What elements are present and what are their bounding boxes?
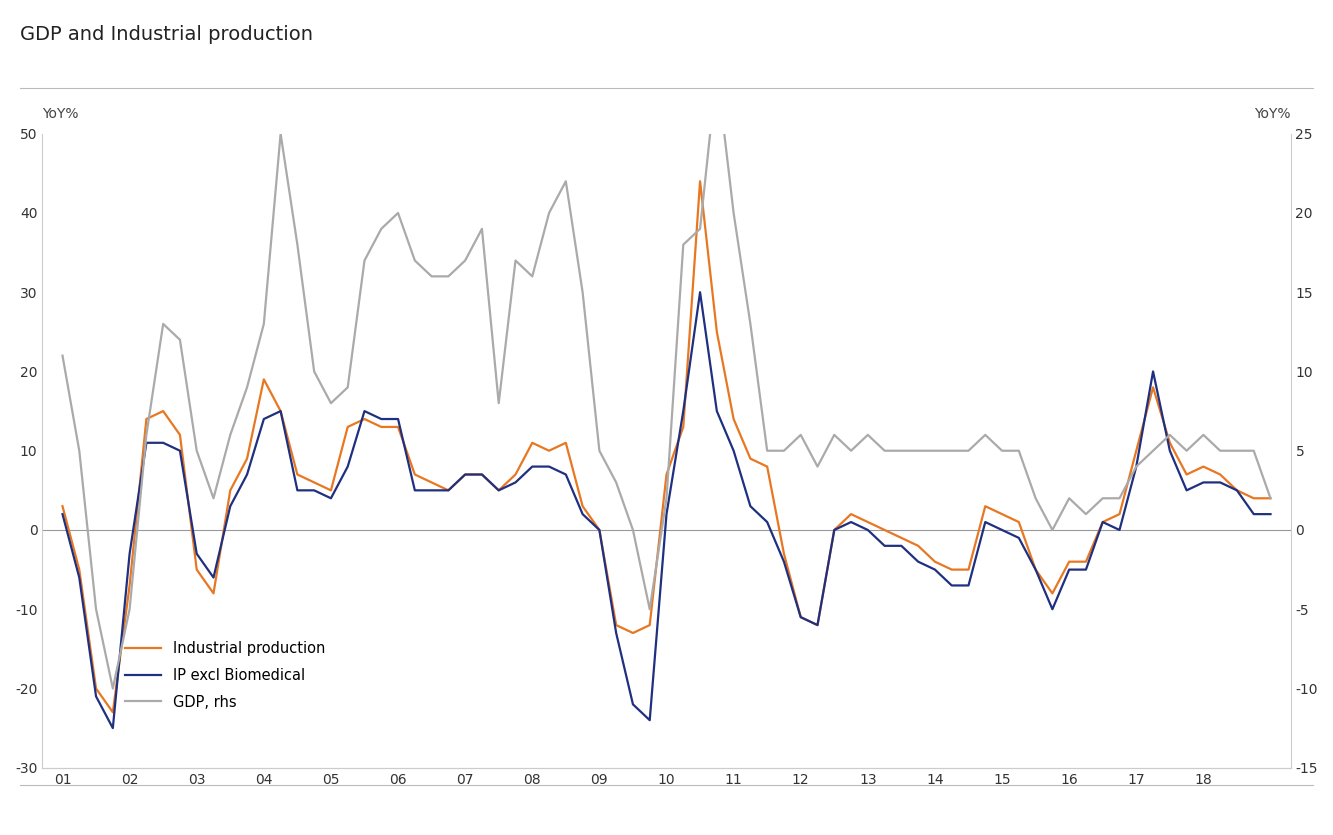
Industrial production xyxy=(1128,446,1144,456)
GDP, rhs xyxy=(340,382,356,392)
GDP, rhs xyxy=(475,224,491,234)
Legend: Industrial production, IP excl Biomedical, GDP, rhs: Industrial production, IP excl Biomedica… xyxy=(124,641,325,710)
IP excl Biomedical xyxy=(676,406,692,416)
Industrial production xyxy=(105,707,121,717)
Text: GDP and Industrial production: GDP and Industrial production xyxy=(20,25,313,44)
IP excl Biomedical xyxy=(1262,509,1278,519)
Industrial production xyxy=(475,469,491,479)
GDP, rhs xyxy=(1094,493,1110,504)
IP excl Biomedical xyxy=(1178,485,1194,495)
Industrial production xyxy=(1178,469,1194,479)
IP excl Biomedical xyxy=(1094,517,1110,527)
IP excl Biomedical xyxy=(340,462,356,472)
IP excl Biomedical xyxy=(55,509,71,519)
Industrial production xyxy=(1094,517,1110,527)
GDP, rhs xyxy=(709,65,725,75)
GDP, rhs xyxy=(676,240,692,250)
IP excl Biomedical xyxy=(692,287,708,297)
Line: Industrial production: Industrial production xyxy=(63,181,1270,712)
Industrial production xyxy=(55,501,71,511)
Line: IP excl Biomedical: IP excl Biomedical xyxy=(63,292,1270,728)
Industrial production xyxy=(692,176,708,186)
Text: YoY%: YoY% xyxy=(1254,107,1290,121)
Industrial production xyxy=(1262,493,1278,504)
GDP, rhs xyxy=(55,351,71,361)
Industrial production xyxy=(340,422,356,432)
IP excl Biomedical xyxy=(1128,462,1144,472)
GDP, rhs xyxy=(1128,462,1144,472)
Text: YoY%: YoY% xyxy=(43,107,79,121)
GDP, rhs xyxy=(1262,493,1278,504)
Line: GDP, rhs: GDP, rhs xyxy=(63,70,1270,689)
Industrial production xyxy=(676,422,692,432)
IP excl Biomedical xyxy=(475,469,491,479)
GDP, rhs xyxy=(1178,446,1194,456)
IP excl Biomedical xyxy=(105,723,121,733)
GDP, rhs xyxy=(105,684,121,694)
